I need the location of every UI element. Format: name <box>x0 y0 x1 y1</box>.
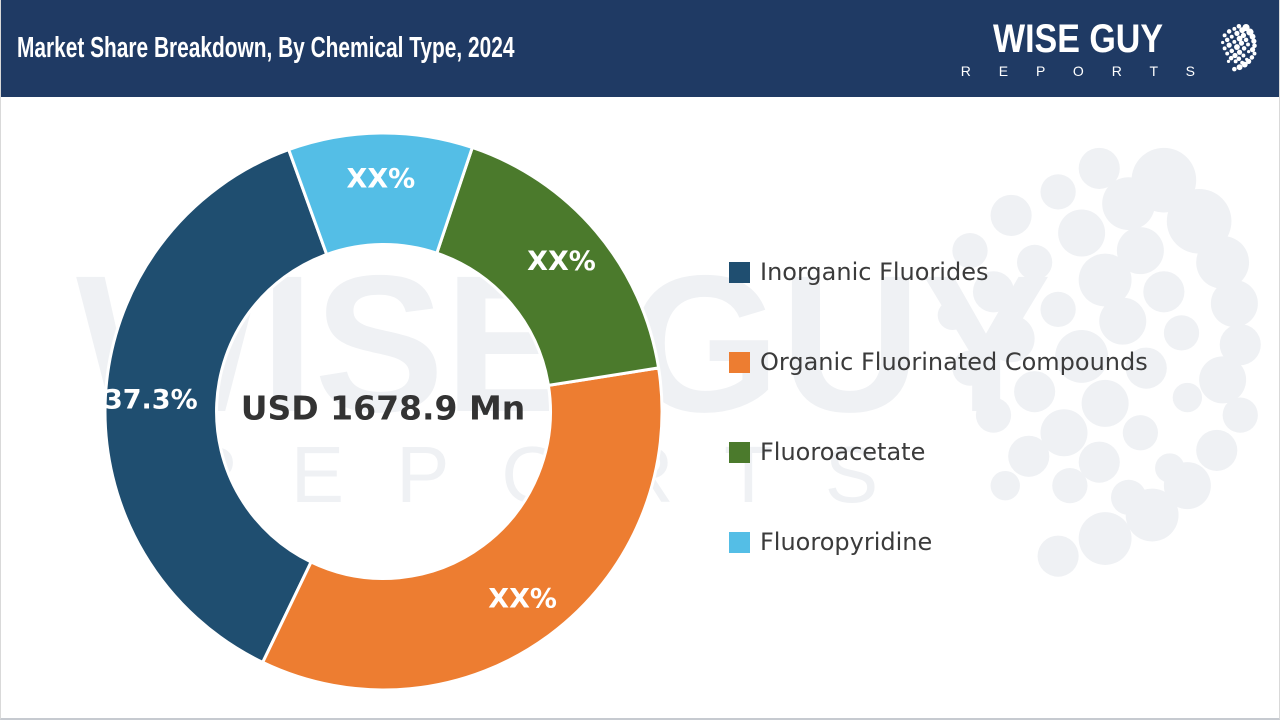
legend-label: Fluoropyridine <box>760 528 933 556</box>
legend-item-inorganic-fluorides: Inorganic Fluorides <box>729 258 1148 286</box>
legend-item-organic-fluorinated-compounds: Organic Fluorinated Compounds <box>729 348 1148 376</box>
header: Market Share Breakdown, By Chemical Type… <box>1 0 1279 97</box>
legend-swatch <box>729 261 750 283</box>
legend-swatch <box>729 351 750 373</box>
wiseguy-logo: WISE GUY R E P O R T S <box>949 10 1261 88</box>
legend-item-fluoropyridine: Fluoropyridine <box>729 528 1148 556</box>
segment-value-label-0: 37.3% <box>104 385 198 416</box>
donut-segment-1 <box>261 366 664 692</box>
logo-reports-label: R E P O R T S <box>960 62 1207 79</box>
segment-value-label-1: XX% <box>488 583 557 614</box>
logo-wiseguy-label: WISE GUY <box>992 16 1163 61</box>
segment-value-label-3: XX% <box>347 164 416 195</box>
page-title: Market Share Breakdown, By Chemical Type… <box>17 32 515 64</box>
donut-segment-3 <box>287 131 474 256</box>
chart-center-value: USD 1678.9 Mn <box>240 388 526 428</box>
donut-segment-0 <box>103 148 329 664</box>
legend-label: Fluoroacetate <box>760 438 926 466</box>
legend: Inorganic Fluorides Organic Fluorinated … <box>729 258 1148 556</box>
donut-segment-2 <box>435 146 661 387</box>
segment-value-label-2: XX% <box>527 246 596 277</box>
legend-swatch <box>729 441 750 463</box>
donut-chart: 37.3% XX% XX% XX% <box>103 131 664 692</box>
legend-swatch <box>729 531 750 553</box>
legend-label: Inorganic Fluorides <box>760 258 989 286</box>
wiseguy-face-icon <box>1221 23 1257 71</box>
wiseguy-logo-text: WISE GUY R E P O R T S <box>949 19 1207 79</box>
legend-label: Organic Fluorinated Compounds <box>760 348 1148 376</box>
legend-item-fluoroacetate: Fluoroacetate <box>729 438 1148 466</box>
